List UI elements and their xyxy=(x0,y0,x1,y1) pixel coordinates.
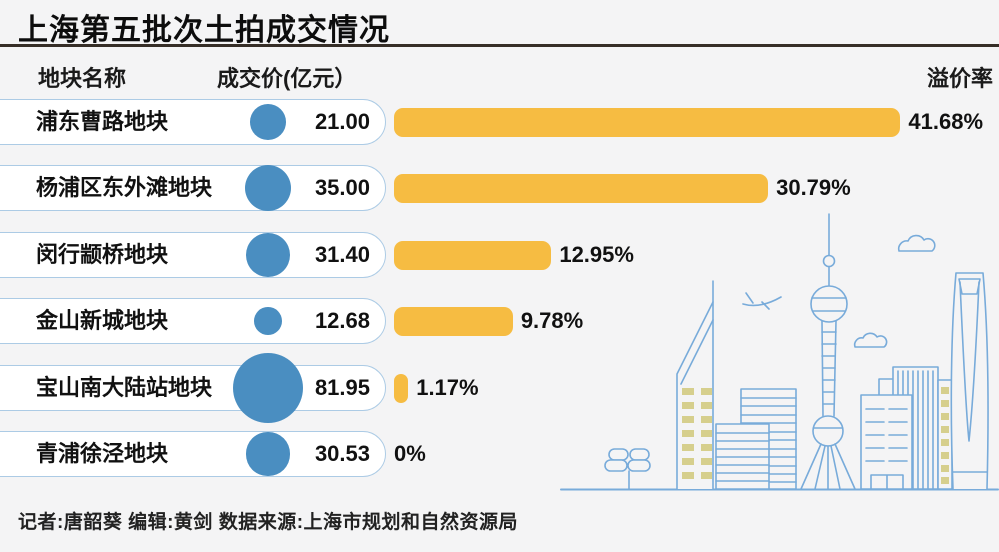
windowed-building-icon xyxy=(937,379,953,490)
plot-name: 杨浦区东外滩地块 xyxy=(36,175,213,200)
plot-pill xyxy=(0,365,386,411)
office-building-icon xyxy=(860,394,913,490)
column-header-premium: 溢价率 xyxy=(926,66,993,91)
premium-bar xyxy=(394,173,769,203)
plot-pill xyxy=(0,431,386,477)
premium-label: 12.95% xyxy=(559,242,634,267)
plot-pill xyxy=(0,232,386,278)
premium-bar xyxy=(394,306,513,336)
plot-pill xyxy=(0,165,386,211)
cloud-icon xyxy=(897,234,936,252)
price-bubble xyxy=(246,233,290,277)
shanghai-tower-icon xyxy=(950,272,989,490)
table-row: 金山新城地块 12.68 9.78% xyxy=(0,298,999,344)
page-title: 上海第五批次土拍成交情况 xyxy=(18,14,390,47)
tower-building-icon xyxy=(676,280,714,490)
airplane-icon xyxy=(742,292,782,310)
price-value: 31.40 xyxy=(314,242,370,267)
price-bubble xyxy=(250,104,286,140)
striped-building-icon xyxy=(715,423,770,490)
premium-label: 41.68% xyxy=(908,109,984,134)
plot-pill xyxy=(0,298,386,344)
table-row: 浦东曹路地块 21.00 41.68% xyxy=(0,99,999,145)
credits-text: 记者:唐韶葵 编辑:黄剑 数据来源:上海市规划和自然资源局 xyxy=(18,512,519,533)
plot-name: 宝山南大陆站地块 xyxy=(36,375,213,400)
column-header-plot-name: 地块名称 xyxy=(38,66,127,91)
table-row: 杨浦区东外滩地块 35.00 30.79% xyxy=(0,164,999,212)
table-row: 宝山南大陆站地块 81.95 1.17% xyxy=(0,352,999,424)
table-row: 青浦徐泾地块 30.53 0% xyxy=(0,431,999,477)
premium-bar xyxy=(394,373,409,403)
plot-name: 金山新城地块 xyxy=(36,308,169,333)
price-value: 30.53 xyxy=(314,441,370,466)
premium-label: 1.17% xyxy=(416,375,479,400)
price-bubble xyxy=(254,307,282,335)
price-bubble xyxy=(246,432,290,476)
premium-bar xyxy=(394,107,901,137)
plot-name: 闵行颛桥地块 xyxy=(36,242,169,267)
plot-name: 浦东曹路地块 xyxy=(36,109,169,134)
column-header-price: 成交价(亿元） xyxy=(217,66,357,91)
premium-bar xyxy=(394,240,552,270)
table-row: 闵行颛桥地块 31.40 12.95% xyxy=(0,232,999,278)
premium-label: 30.79% xyxy=(776,175,851,200)
shanghai-skyline-illustration xyxy=(560,213,999,491)
plot-name: 青浦徐泾地块 xyxy=(36,441,169,466)
premium-label: 9.78% xyxy=(520,308,584,333)
title-underline xyxy=(0,44,999,47)
premium-label: 0% xyxy=(394,441,426,466)
price-bubble xyxy=(244,164,292,212)
plot-pill xyxy=(0,99,386,145)
price-value: 12.68 xyxy=(314,308,370,333)
price-value: 21.00 xyxy=(314,109,370,134)
price-value: 35.00 xyxy=(314,175,370,200)
tree-icon xyxy=(604,448,651,490)
oriental-pearl-tower-icon xyxy=(800,213,856,490)
price-value: 81.95 xyxy=(314,375,370,400)
cloud-icon xyxy=(853,332,888,348)
price-bubble xyxy=(232,352,304,424)
